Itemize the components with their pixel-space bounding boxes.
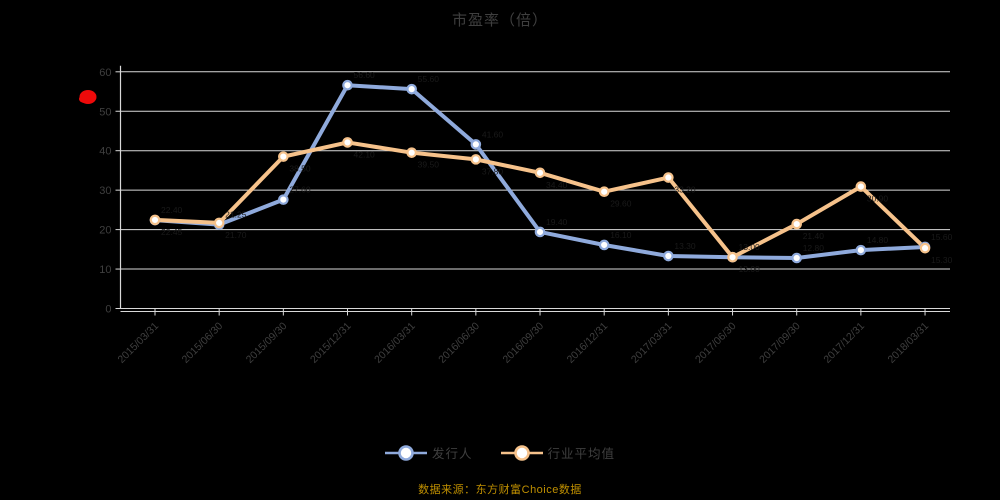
x-tick-label: 2016/12/31 — [565, 320, 611, 366]
legend-label-0: 发行人 — [431, 447, 473, 461]
data-point-s1 — [278, 151, 289, 162]
data-label: 13.00 — [739, 264, 761, 274]
legend-marker-icon — [384, 444, 427, 461]
legend-label-1: 行业平均值 — [547, 447, 616, 461]
x-tick-label: 2018/03/31 — [886, 320, 932, 366]
x-tick-label: 2015/03/31 — [115, 320, 161, 366]
x-tick-label: 2015/06/30 — [180, 320, 226, 366]
plot-area: 0 10 20 30 40 50 60 2015/03/31 2015/06/30 2015/09… — [79, 65, 953, 366]
data-point-s0 — [342, 79, 353, 91]
data-point-s1 — [534, 167, 546, 179]
legend-item-0: 发行人 — [384, 443, 473, 462]
data-point-s0 — [855, 244, 867, 256]
data-point-s0 — [598, 239, 610, 251]
legend-marker-circle — [398, 444, 414, 461]
data-label: 56.60 — [354, 70, 376, 80]
data-point-s0 — [534, 226, 546, 238]
data-point-s1 — [406, 147, 417, 158]
data-point-s1 — [855, 181, 867, 192]
data-point-s1 — [919, 242, 931, 254]
x-tick-label: 2017/06/30 — [693, 320, 739, 366]
y-tick-label: 20 — [99, 225, 111, 237]
x-tick-label: 2017/09/30 — [757, 320, 803, 366]
x-tick-label: 2015/09/30 — [244, 320, 290, 366]
data-label: 27.60 — [289, 185, 311, 195]
data-label: 37.80 — [482, 166, 504, 176]
red-annotation-mark-smudge — [79, 95, 91, 103]
data-point-s1 — [213, 217, 225, 229]
legend: 发行人 行业平均值 — [0, 443, 1000, 462]
data-label: 12.80 — [803, 243, 825, 253]
source-note: 数据来源：东方财富Choice数据 — [418, 484, 582, 496]
data-point-s0 — [470, 139, 482, 150]
data-point-s1 — [727, 251, 738, 263]
x-tick-label: 2016/06/30 — [436, 320, 482, 366]
data-label: 34.40 — [546, 180, 568, 190]
data-point-s1 — [470, 154, 482, 165]
x-tick-label: 2017/03/31 — [629, 320, 675, 366]
data-label: 15.60 — [931, 232, 953, 242]
x-tick-label: 2015/12/31 — [308, 320, 354, 366]
chart-title: 市盈率（倍） — [451, 12, 548, 29]
x-tick-label: 2017/12/31 — [821, 320, 867, 366]
data-point-s0 — [663, 250, 674, 262]
data-label: 22.40 — [161, 205, 183, 215]
legend-marker-circle — [513, 444, 530, 461]
data-label: 29.60 — [610, 199, 632, 209]
data-point-s1 — [598, 186, 610, 198]
data-label: 14.80 — [867, 235, 889, 245]
data-label: 13.30 — [674, 241, 696, 251]
data-point-s1 — [149, 214, 161, 226]
legend-item-1: 行业平均值 — [500, 443, 616, 462]
data-label: 33.20 — [674, 185, 696, 195]
y-tick-label: 30 — [99, 185, 111, 197]
data-label: 39.50 — [418, 160, 440, 170]
data-label: 16.10 — [610, 230, 632, 240]
data-label: 22.45 — [161, 227, 183, 237]
data-point-s0 — [278, 194, 289, 205]
data-label: 19.40 — [546, 217, 568, 227]
y-tick-label: 50 — [99, 106, 111, 118]
data-label: 21.70 — [225, 230, 247, 240]
y-tick-label: 60 — [99, 67, 111, 79]
legend-marker-icon — [500, 444, 543, 461]
data-point-s0 — [406, 83, 417, 95]
x-tick-label: 2016/09/30 — [500, 320, 546, 366]
data-label: 15.30 — [931, 255, 953, 265]
data-label: 21.40 — [803, 231, 825, 241]
data-label: 21.25 — [225, 210, 247, 220]
data-point-s1 — [663, 172, 674, 183]
data-point-s1 — [791, 218, 802, 230]
data-point-s0 — [791, 252, 802, 264]
data-label: 13.00 — [739, 242, 761, 252]
y-tick-label: 40 — [99, 146, 111, 158]
data-label: 55.60 — [418, 74, 440, 84]
y-tick-label: 10 — [99, 264, 111, 276]
y-tick-label: 0 — [105, 304, 111, 316]
data-label: 38.50 — [289, 164, 311, 174]
data-label: 41.60 — [482, 129, 504, 139]
data-label: 42.10 — [354, 149, 376, 159]
data-label: 30.90 — [867, 194, 889, 204]
x-tick-label: 2016/03/31 — [372, 320, 418, 366]
data-point-s1 — [342, 137, 353, 148]
